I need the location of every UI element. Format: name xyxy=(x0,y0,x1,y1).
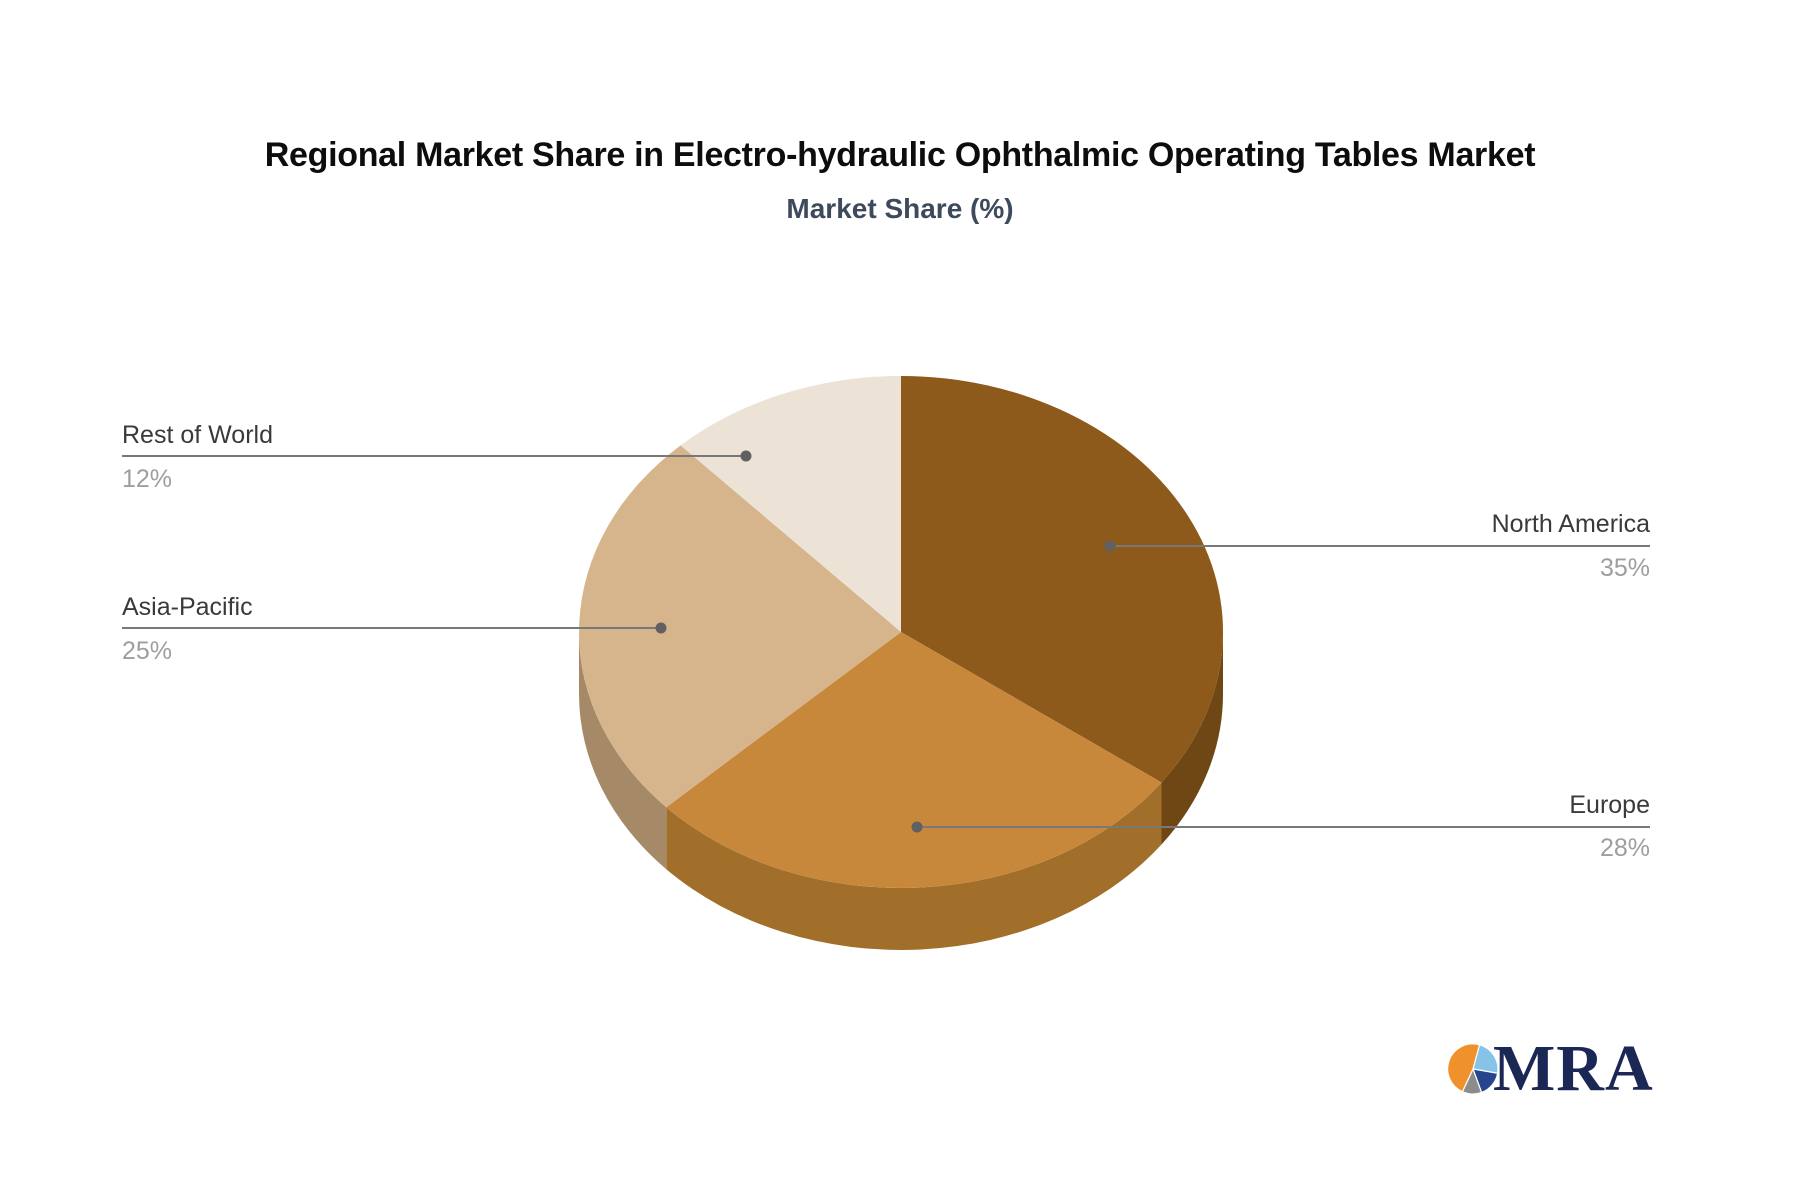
slice-value-asia-pacific: 25% xyxy=(122,637,173,665)
slice-value-rest-of-world: 12% xyxy=(122,465,173,493)
chart-title: Regional Market Share in Electro-hydraul… xyxy=(264,136,1536,174)
slice-side-asia-pacific xyxy=(579,632,667,870)
leader-dot-rest-of-world xyxy=(740,450,752,462)
pie-slice-asia-pacific[interactable] xyxy=(579,445,901,808)
pie-slice-north-america[interactable] xyxy=(901,376,1224,783)
pie-slice-europe[interactable] xyxy=(666,632,1162,888)
slice-label-asia-pacific: Asia-Pacific xyxy=(122,593,253,621)
slice-label-europe: Europe xyxy=(1569,791,1650,819)
slice-side-north-america xyxy=(1161,632,1224,845)
chart-subtitle: Market Share (%) xyxy=(786,193,1014,224)
pie-slice-rest-of-world[interactable] xyxy=(680,376,901,632)
slice-label-north-america: North America xyxy=(1491,510,1650,538)
slice-side-europe xyxy=(666,782,1162,950)
logo-wedge-lightblue xyxy=(1472,1044,1499,1074)
slice-value-north-america: 35% xyxy=(1599,554,1650,582)
mra-logo: MRA xyxy=(1447,1032,1654,1105)
slice-value-europe: 28% xyxy=(1599,834,1650,862)
logo-wedge-orange xyxy=(1447,1043,1481,1093)
slice-label-rest-of-world: Rest of World xyxy=(122,421,273,449)
leader-dot-north-america xyxy=(1104,540,1116,552)
leader-dot-europe xyxy=(911,821,923,833)
logo-text: MRA xyxy=(1493,1032,1654,1105)
pie-logo-icon xyxy=(1447,1043,1499,1095)
leader-dot-asia-pacific xyxy=(655,622,667,634)
